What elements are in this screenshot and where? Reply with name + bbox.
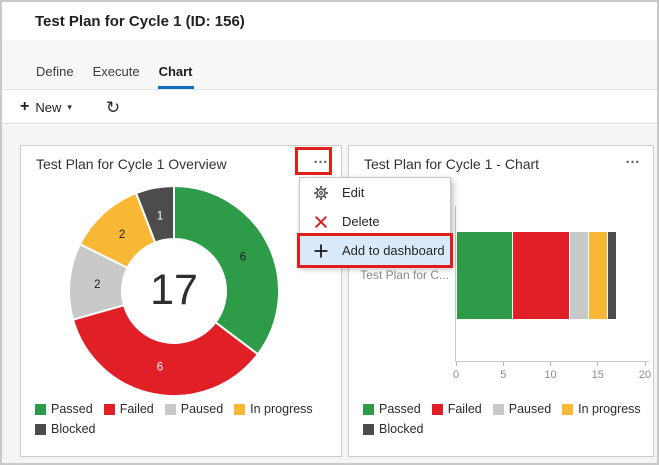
legend-swatch-icon: [431, 403, 443, 415]
legend-item[interactable]: Blocked: [363, 422, 423, 436]
donut-segment[interactable]: [71, 303, 260, 397]
legend-swatch-icon: [363, 423, 374, 435]
legend-label: Paused: [180, 402, 224, 416]
legend-swatch-icon: [234, 403, 246, 415]
legend-label: Failed: [447, 402, 482, 416]
menu-item-label: Add to dashboard: [342, 243, 445, 258]
stacked-bar: [456, 232, 649, 319]
new-button[interactable]: + New ▾: [20, 99, 72, 115]
more-options-icon[interactable]: …: [625, 150, 641, 167]
menu-item-label: Delete: [342, 214, 380, 229]
legend: Passed Failed Paused In progress Blocked: [363, 402, 645, 436]
x-axis-tick-label: 0: [452, 369, 460, 381]
chart-card-overview: Test Plan for Cycle 1 Overview … 6 6 2 2 1 1…: [20, 145, 342, 457]
x-axis-tick: [455, 362, 457, 366]
donut-segment-value: 6: [240, 252, 246, 264]
legend: Passed Failed Paused In progress Blocked: [35, 402, 333, 436]
legend-label: Blocked: [379, 422, 424, 436]
x-axis-tick: [550, 362, 551, 366]
bar-chart-plot: 0 5 10 15 20: [453, 206, 651, 381]
tab-define[interactable]: Define: [36, 64, 74, 79]
delete-x-icon: [315, 215, 327, 228]
legend-label: Blocked: [51, 422, 96, 436]
gear-icon: [314, 185, 328, 200]
x-axis-tick-label: 20: [638, 369, 652, 381]
legend-label: Paused: [508, 402, 552, 416]
y-axis-category-label: Test Plan for C...: [360, 268, 449, 282]
legend-swatch-icon: [562, 403, 574, 415]
more-options-icon[interactable]: …: [313, 150, 329, 167]
donut-segment-value: 2: [94, 279, 100, 291]
bar-segment[interactable]: [570, 232, 588, 319]
legend-label: Passed: [51, 402, 93, 416]
plus-icon: [314, 244, 328, 257]
legend-label: In progress: [578, 402, 641, 416]
plus-icon: +: [20, 98, 30, 115]
page-title: Test Plan for Cycle 1 (ID: 156): [35, 13, 245, 30]
bar-segment[interactable]: [456, 232, 512, 319]
chart-card-title: Test Plan for Cycle 1 - Chart: [364, 156, 540, 172]
donut-segment[interactable]: [173, 184, 281, 356]
donut-chart: 6 6 2 2 1: [68, 184, 281, 397]
bar-segment[interactable]: [607, 232, 616, 319]
toolbar: + New ▾ ↻: [2, 91, 657, 124]
x-axis-tick: [644, 362, 646, 366]
legend-item[interactable]: Paused: [164, 402, 224, 416]
legend-item[interactable]: Failed: [431, 402, 482, 416]
bar-segment[interactable]: [513, 232, 569, 319]
tab-execute[interactable]: Execute: [92, 64, 140, 79]
legend-item[interactable]: Passed: [363, 402, 421, 416]
x-axis-tick-label: 10: [544, 369, 557, 381]
legend-swatch-icon: [35, 423, 46, 435]
legend-swatch-icon: [35, 403, 46, 415]
menu-item-add-to-dashboard[interactable]: Add to dashboard: [297, 233, 453, 268]
donut-total-label: 17: [150, 266, 198, 314]
legend-swatch-icon: [363, 403, 374, 415]
legend-label: Passed: [379, 402, 421, 416]
refresh-icon[interactable]: ↻: [105, 97, 121, 117]
tab-bar: Define Execute Chart: [2, 40, 657, 90]
x-axis-tick: [502, 362, 504, 366]
tab-chart[interactable]: Chart: [157, 64, 194, 89]
legend-item[interactable]: In progress: [234, 402, 313, 416]
legend-item[interactable]: Paused: [492, 402, 552, 416]
donut-segment-value: 1: [157, 210, 163, 222]
new-button-label: New: [35, 99, 62, 115]
menu-item-label: Edit: [342, 185, 365, 200]
chart-card-title: Test Plan for Cycle 1 Overview: [36, 156, 227, 172]
chart-card-bar: Test Plan for Cycle 1 - Chart … Test Pla…: [348, 145, 654, 457]
legend-swatch-icon: [164, 403, 176, 415]
menu-item-edit[interactable]: Edit: [300, 178, 450, 207]
legend-item[interactable]: Passed: [35, 402, 93, 416]
menu-item-delete[interactable]: Delete: [300, 207, 450, 236]
legend-item[interactable]: In progress: [562, 402, 641, 416]
legend-swatch-icon: [492, 403, 504, 415]
x-axis-tick-label: 15: [591, 369, 604, 381]
legend-label: Failed: [119, 402, 154, 416]
legend-item[interactable]: Failed: [103, 402, 154, 416]
chevron-down-icon: ▾: [67, 101, 72, 112]
legend-swatch-icon: [103, 403, 115, 415]
donut-segment[interactable]: [134, 184, 175, 244]
chart-context-menu: Edit Delete Add to dashboard: [297, 177, 453, 268]
legend-item[interactable]: Blocked: [35, 422, 95, 436]
x-axis-tick: [597, 362, 599, 366]
donut-segment-value: 2: [119, 229, 125, 241]
donut-segment-value: 6: [157, 362, 163, 374]
x-axis-tick-label: 5: [500, 369, 507, 381]
bar-segment[interactable]: [589, 232, 607, 319]
legend-label: In progress: [250, 402, 313, 416]
